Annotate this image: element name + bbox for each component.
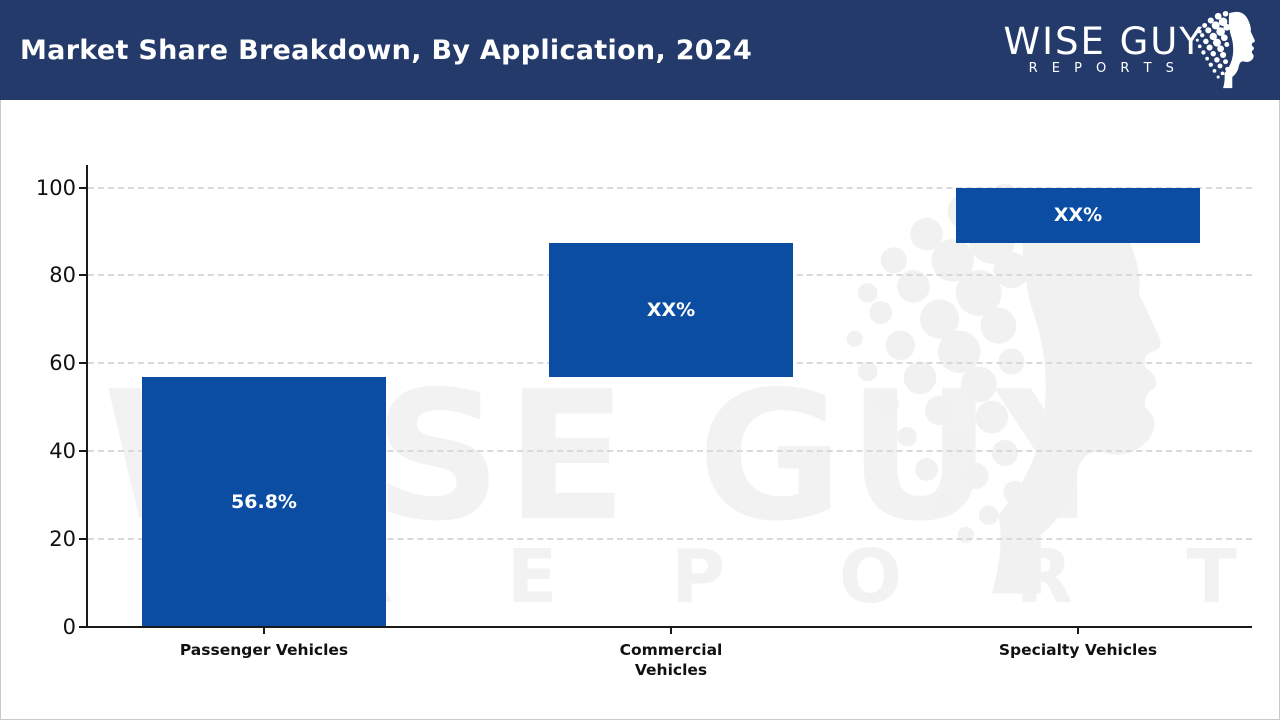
y-tick-mark (79, 186, 88, 189)
y-gridline (88, 537, 1252, 540)
y-gridline (88, 449, 1252, 452)
watermark-subtitle: R E P O R T S (336, 534, 1280, 620)
y-tick-label: 80 (49, 263, 76, 288)
y-tick-mark (79, 449, 88, 452)
y-tick-mark (79, 362, 88, 365)
x-axis-label: Specialty Vehicles (998, 640, 1158, 659)
bar-commercial-vehicles: XX% (549, 243, 793, 378)
y-tick-label: 40 (49, 438, 76, 463)
logo-text: WISE GUY R E P O R T S (1004, 23, 1204, 76)
y-tick-label: 100 (35, 175, 76, 200)
y-axis-spine (85, 165, 88, 628)
bar-value-label-passenger-vehicles: 56.8% (231, 490, 297, 513)
page-title: Market Share Breakdown, By Application, … (20, 34, 753, 66)
bar-value-label-specialty-vehicles: XX% (1053, 204, 1103, 227)
y-tick-label: 0 (62, 614, 76, 639)
x-axis-spine (85, 625, 1252, 628)
bar-value-label-commercial-vehicles: XX% (646, 299, 696, 322)
logo-subtitle: R E P O R T S (1028, 61, 1179, 77)
wise-guy-logo: WISE GUY R E P O R T S (1004, 7, 1266, 93)
x-tick-mark (1077, 628, 1079, 634)
y-gridline (88, 186, 1252, 189)
y-tick-mark (79, 625, 88, 628)
y-tick-mark (79, 537, 88, 540)
bar-specialty-vehicles: XX% (956, 187, 1200, 244)
logo-wordmark: WISE GUY (1003, 20, 1204, 64)
header: Market Share Breakdown, By Application, … (0, 0, 1280, 100)
x-axis-label: Passenger Vehicles (179, 640, 349, 659)
x-tick-mark (670, 628, 672, 634)
y-tick-mark (79, 274, 88, 277)
bar-passenger-vehicles: 56.8% (142, 377, 386, 627)
x-axis-label: Commercial Vehicles (619, 640, 723, 680)
x-tick-mark (263, 628, 265, 634)
y-tick-label: 20 (49, 526, 76, 551)
y-tick-label: 60 (49, 351, 76, 376)
